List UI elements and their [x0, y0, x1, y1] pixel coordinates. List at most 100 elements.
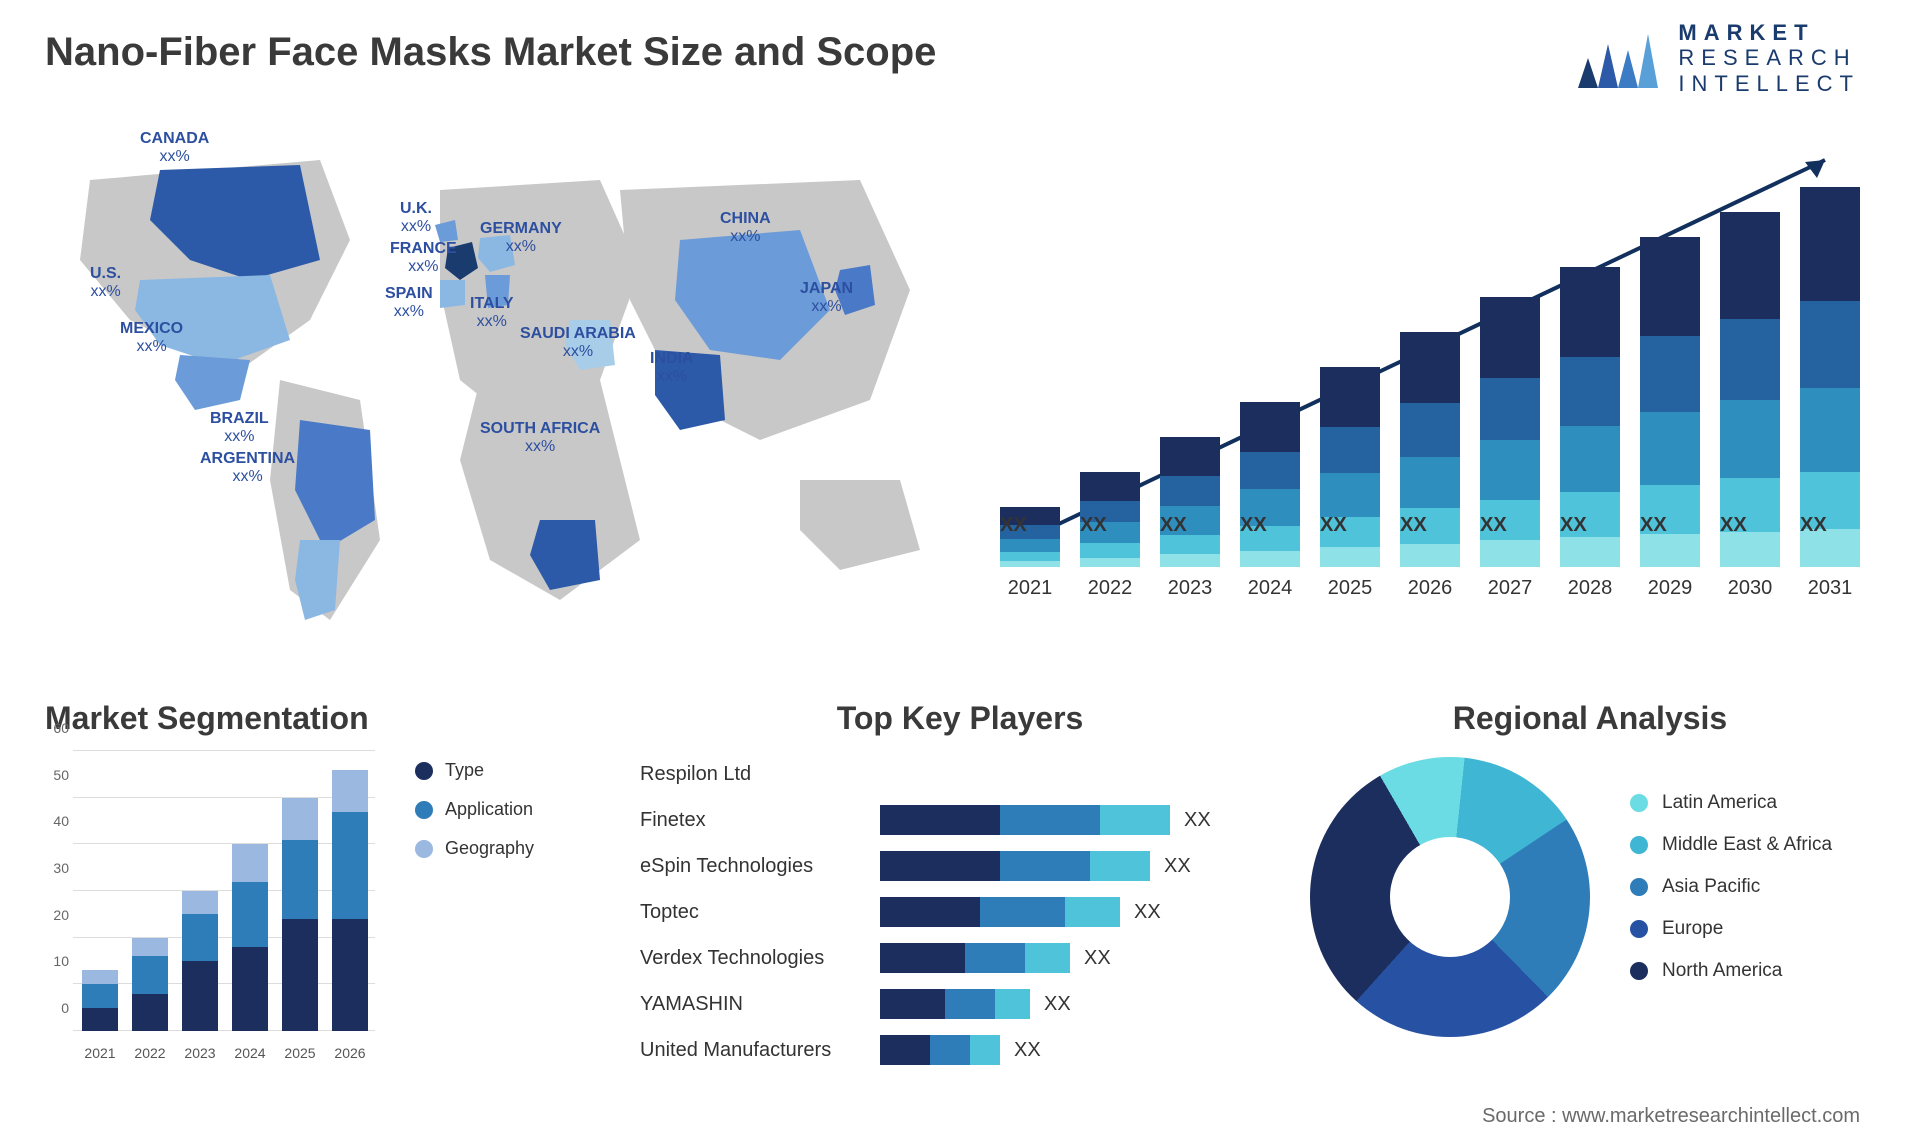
legend-label: Geography	[445, 838, 534, 859]
player-value: XX	[1044, 993, 1071, 1016]
map-label-canada: CANADAxx%	[140, 130, 209, 167]
logo-icon	[1578, 28, 1664, 88]
seg-x-label: 2025	[284, 1045, 315, 1061]
player-name: United Manufacturers	[640, 1039, 880, 1062]
player-row: Toptec XX	[640, 889, 1280, 935]
legend-dot	[1630, 962, 1648, 980]
growth-bar-label: XX	[1480, 514, 1507, 537]
player-value: XX	[1084, 947, 1111, 970]
player-bar	[880, 805, 1170, 835]
growth-year-label: 2025	[1328, 577, 1373, 600]
player-name: Finetex	[640, 809, 880, 832]
logo-line3: INTELLECT	[1678, 71, 1860, 96]
growth-bar-2031: XX 2031	[1795, 187, 1865, 600]
seg-x-label: 2021	[84, 1045, 115, 1061]
segmentation-legend: Type Application Geography	[415, 760, 534, 877]
seg-bar-2022	[132, 938, 168, 1031]
seg-legend-item: Application	[415, 799, 534, 820]
seg-legend-item: Geography	[415, 838, 534, 859]
growth-bar-2028: XX2028	[1555, 267, 1625, 600]
player-value: XX	[1014, 1039, 1041, 1062]
legend-label: North America	[1662, 960, 1782, 982]
segmentation-title: Market Segmentation	[45, 700, 605, 737]
regional-legend: Latin America Middle East & Africa Asia Pa…	[1630, 792, 1832, 1002]
map-label-south-africa: SOUTH AFRICAxx%	[480, 420, 600, 457]
map-label-italy: ITALYxx%	[470, 295, 514, 332]
region-legend-item: Asia Pacific	[1630, 876, 1832, 898]
region-legend-item: Europe	[1630, 918, 1832, 940]
regional-donut-chart	[1310, 757, 1590, 1037]
seg-legend-item: Type	[415, 760, 534, 781]
seg-x-label: 2023	[184, 1045, 215, 1061]
seg-bar-2023	[182, 891, 218, 1031]
logo-line1: MARKET	[1678, 20, 1860, 45]
seg-y-tick: 10	[53, 953, 69, 969]
legend-label: Middle East & Africa	[1662, 834, 1832, 856]
map-label-mexico: MEXICOxx%	[120, 320, 183, 357]
legend-label: Asia Pacific	[1662, 876, 1760, 898]
seg-x-label: 2022	[134, 1045, 165, 1061]
regional-title: Regional Analysis	[1310, 700, 1870, 737]
map-label-india: INDIAxx%	[650, 350, 694, 387]
seg-bar-2026	[332, 770, 368, 1031]
map-label-japan: JAPANxx%	[800, 280, 853, 317]
legend-dot	[1630, 794, 1648, 812]
seg-y-tick: 30	[53, 860, 69, 876]
growth-bar-label: XX	[1800, 514, 1827, 537]
seg-bar-2024	[232, 844, 268, 1031]
map-label-china: CHINAxx%	[720, 210, 771, 247]
growth-bar-label: XX	[1000, 514, 1027, 537]
legend-dot	[415, 762, 433, 780]
legend-dot	[1630, 878, 1648, 896]
growth-year-label: 2027	[1488, 577, 1533, 600]
legend-label: Europe	[1662, 918, 1723, 940]
growth-bar-label: XX	[1160, 514, 1187, 537]
growth-bar-2025: XX 2025	[1315, 367, 1385, 600]
growth-year-label: 2030	[1728, 577, 1773, 600]
legend-label: Type	[445, 760, 484, 781]
growth-bar-2022: XX2022	[1075, 472, 1145, 600]
map-label-argentina: ARGENTINAxx%	[200, 450, 295, 487]
region-legend-item: Middle East & Africa	[1630, 834, 1832, 856]
player-value: XX	[1134, 901, 1161, 924]
growth-year-label: 2026	[1408, 577, 1453, 600]
growth-bar-2021: XX2021	[995, 507, 1065, 600]
source-attribution: Source : www.marketresearchintellect.com	[1482, 1105, 1860, 1128]
growth-year-label: 2022	[1088, 577, 1133, 600]
growth-bar-2029: XX2029	[1635, 237, 1705, 600]
legend-dot	[1630, 920, 1648, 938]
seg-y-tick: 40	[53, 813, 69, 829]
key-players-title: Top Key Players	[640, 700, 1280, 737]
growth-bar-label: XX	[1240, 514, 1267, 537]
region-legend-item: North America	[1630, 960, 1832, 982]
player-name: YAMASHIN	[640, 993, 880, 1016]
regional-analysis-section: Regional Analysis Latin America Middle Ea…	[1310, 700, 1870, 1100]
seg-y-tick: 60	[53, 720, 69, 736]
player-value: XX	[1164, 855, 1191, 878]
player-name: Respilon Ltd	[640, 763, 880, 786]
growth-bar-label: XX	[1640, 514, 1667, 537]
seg-x-label: 2026	[334, 1045, 365, 1061]
seg-y-tick: 20	[53, 907, 69, 923]
growth-year-label: 2031	[1808, 577, 1853, 600]
player-bar	[880, 943, 1070, 973]
region-legend-item: Latin America	[1630, 792, 1832, 814]
player-name: eSpin Technologies	[640, 855, 880, 878]
growth-year-label: 2024	[1248, 577, 1293, 600]
map-label-spain: SPAINxx%	[385, 285, 433, 322]
world-map-svg	[40, 120, 960, 660]
map-label-germany: GERMANYxx%	[480, 220, 562, 257]
seg-bar-2025	[282, 798, 318, 1031]
key-players-section: Top Key Players Respilon LtdFinetexXXeSp…	[640, 700, 1280, 1100]
map-label-france: FRANCExx%	[390, 240, 457, 277]
growth-bar-2024: XX 2024	[1235, 402, 1305, 600]
segmentation-chart: 0102030405060 202120222023202420252026	[45, 751, 375, 1061]
brand-logo: MARKET RESEARCH INTELLECT	[1578, 20, 1860, 96]
growth-bar-label: XX	[1320, 514, 1347, 537]
donut-hole	[1390, 837, 1510, 957]
player-name: Toptec	[640, 901, 880, 924]
growth-bar-label: XX	[1720, 514, 1747, 537]
seg-y-tick: 50	[53, 767, 69, 783]
player-row: eSpin Technologies XX	[640, 843, 1280, 889]
page-title: Nano-Fiber Face Masks Market Size and Sc…	[45, 30, 936, 75]
